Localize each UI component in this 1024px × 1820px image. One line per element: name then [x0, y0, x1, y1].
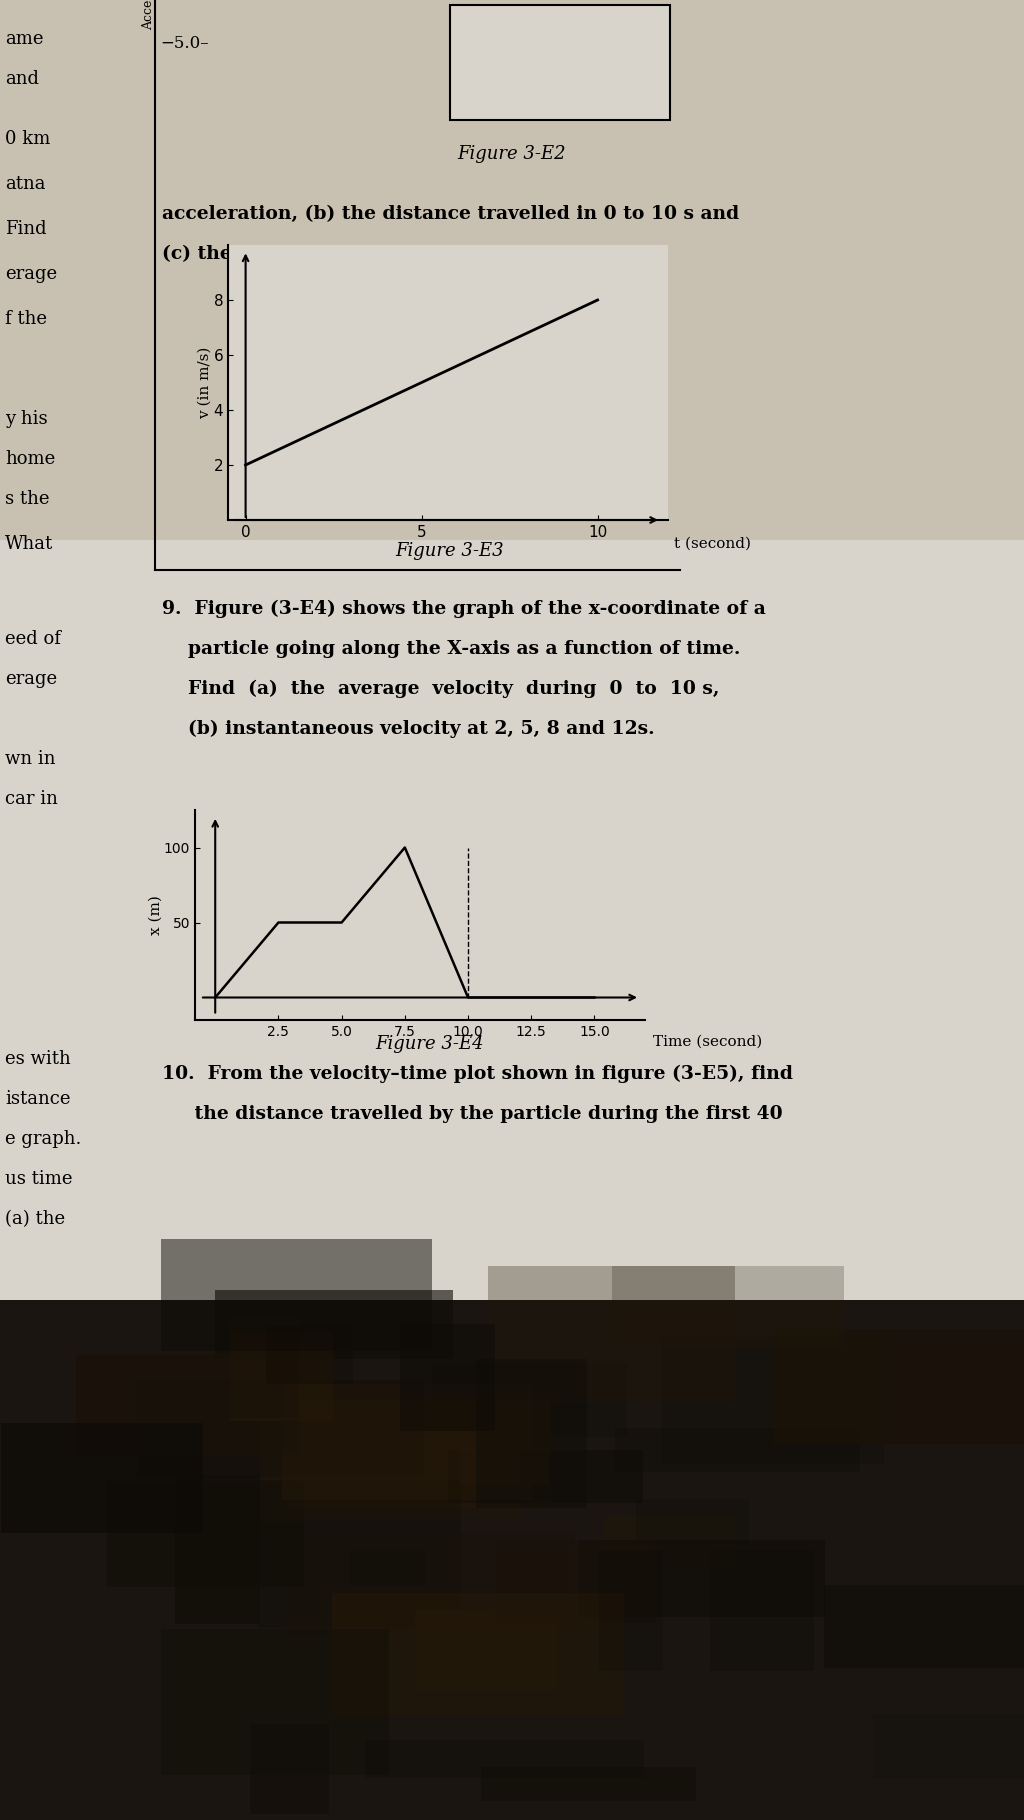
Bar	[824, 1585, 1024, 1667]
Text: the distance travelled by the particle during the first 40: the distance travelled by the particle d…	[162, 1105, 782, 1123]
Bar	[481, 1767, 696, 1802]
Bar	[432, 1363, 627, 1438]
Text: erage: erage	[5, 670, 57, 688]
Bar	[349, 1551, 426, 1585]
Text: atna: atna	[5, 175, 45, 193]
Text: s the: s the	[5, 490, 49, 508]
Text: eed of: eed of	[5, 630, 60, 648]
Text: (c) the displacement in 0 to 10 s.: (c) the displacement in 0 to 10 s.	[162, 246, 509, 264]
Bar	[106, 1481, 304, 1587]
Bar	[710, 1551, 814, 1671]
Bar	[488, 1267, 735, 1401]
Bar	[1, 1423, 203, 1532]
Bar	[250, 1724, 329, 1815]
Bar	[579, 1540, 825, 1616]
Bar	[612, 1267, 844, 1347]
Bar	[161, 1239, 432, 1350]
X-axis label: Time (second): Time (second)	[653, 1036, 763, 1048]
Bar	[599, 1551, 663, 1671]
Bar	[476, 1360, 587, 1509]
Text: acceleration, (b) the distance travelled in 0 to 10 s and: acceleration, (b) the distance travelled…	[162, 206, 739, 224]
Bar	[636, 1500, 749, 1543]
Y-axis label: x (m): x (m)	[148, 895, 163, 935]
Text: Find: Find	[5, 220, 47, 238]
Text: ame: ame	[5, 29, 43, 47]
Bar	[76, 1354, 300, 1454]
Text: istance: istance	[5, 1090, 71, 1108]
Text: 9.  Figure (3-E4) shows the graph of the x-coordinate of a: 9. Figure (3-E4) shows the graph of the …	[162, 601, 766, 619]
Bar	[257, 1480, 461, 1629]
Bar	[662, 1338, 884, 1463]
Bar	[286, 1532, 575, 1634]
Text: and: and	[5, 69, 39, 87]
Text: es with: es with	[5, 1050, 71, 1068]
Text: 0 km: 0 km	[5, 129, 50, 147]
Bar	[290, 1400, 551, 1509]
Bar	[137, 1380, 424, 1478]
Bar	[615, 1429, 860, 1472]
Text: erage: erage	[5, 266, 57, 282]
Bar	[215, 1290, 453, 1360]
Bar	[873, 1714, 1024, 1778]
X-axis label: t (second): t (second)	[674, 537, 751, 550]
Bar	[260, 1401, 520, 1522]
Bar	[266, 1327, 353, 1383]
Text: wn in: wn in	[5, 750, 55, 768]
Bar	[449, 1451, 643, 1503]
Text: −5.0–: −5.0–	[160, 35, 209, 53]
Bar	[0, 541, 1024, 1820]
Bar	[774, 1329, 1024, 1443]
Text: Find  (a)  the  average  velocity  during  0  to  10 s,: Find (a) the average velocity during 0 t…	[162, 681, 720, 699]
Bar	[161, 1629, 389, 1774]
Bar	[460, 1447, 549, 1485]
Bar	[604, 1514, 735, 1569]
Bar	[282, 1383, 532, 1500]
Text: car in: car in	[5, 790, 58, 808]
Text: What: What	[5, 535, 53, 553]
Text: home: home	[5, 450, 55, 468]
Text: Figure 3-E3: Figure 3-E3	[395, 542, 504, 561]
Text: Acce: Acce	[142, 0, 155, 31]
Text: particle going along the X-axis as a function of time.: particle going along the X-axis as a fun…	[162, 641, 740, 659]
Text: Figure 3-E2: Figure 3-E2	[458, 146, 566, 164]
Text: Figure 3-E4: Figure 3-E4	[376, 1036, 484, 1054]
Bar	[495, 1542, 655, 1623]
Bar	[230, 1332, 333, 1421]
Y-axis label: v (in m/s): v (in m/s)	[198, 346, 212, 419]
Text: 10.  From the velocity–time plot shown in figure (3-E5), find: 10. From the velocity–time plot shown in…	[162, 1065, 793, 1083]
Text: (b) instantaneous velocity at 2, 5, 8 and 12s.: (b) instantaneous velocity at 2, 5, 8 an…	[162, 721, 654, 739]
Text: y his: y his	[5, 410, 48, 428]
Text: us time: us time	[5, 1170, 73, 1188]
Bar	[450, 5, 670, 120]
Bar	[175, 1476, 260, 1623]
Text: f the: f the	[5, 309, 47, 328]
Text: e graph.: e graph.	[5, 1130, 81, 1148]
Bar	[415, 1611, 558, 1691]
Bar	[366, 1740, 644, 1778]
Bar	[332, 1592, 624, 1714]
Bar	[0, 1299, 1024, 1820]
Bar	[230, 1316, 299, 1418]
Bar	[400, 1323, 495, 1431]
Text: (a) the: (a) the	[5, 1210, 66, 1228]
